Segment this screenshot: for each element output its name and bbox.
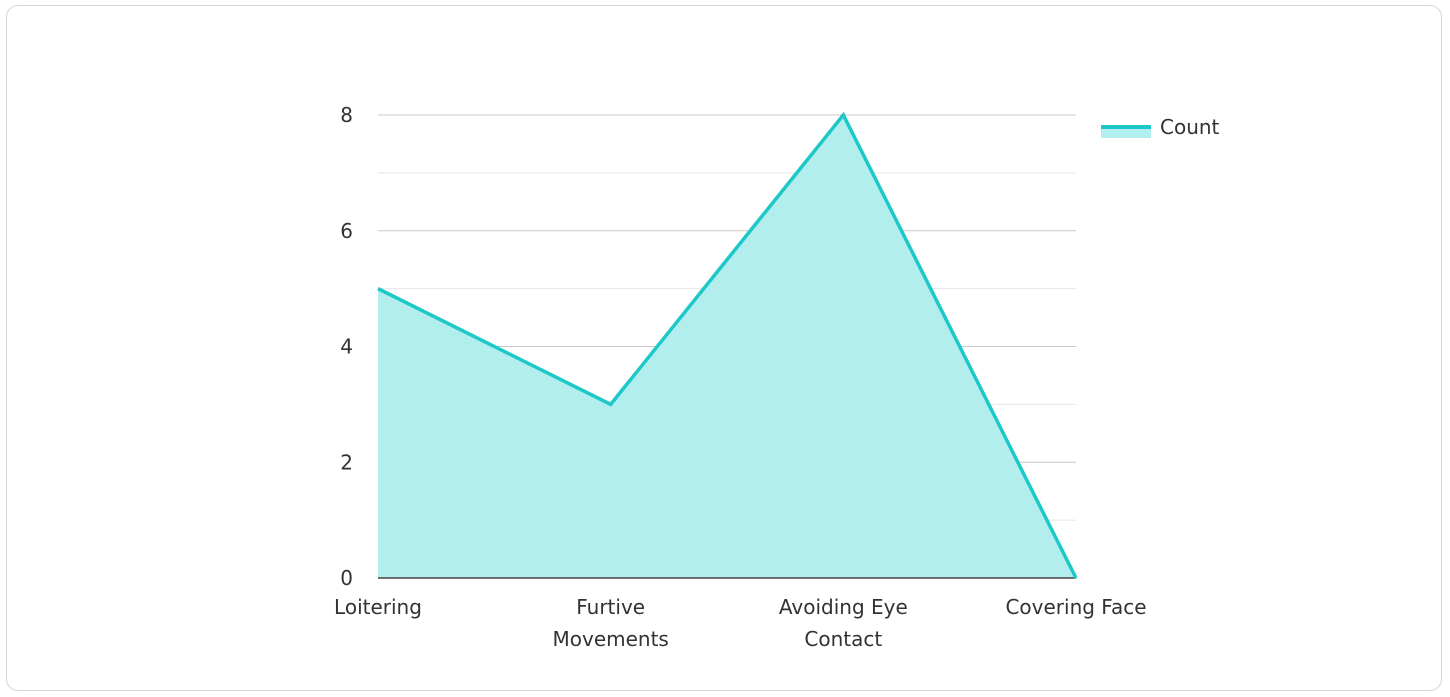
y-tick-label: 0 (340, 566, 353, 590)
x-tick-label: Loitering (334, 595, 422, 619)
x-tick-label-line: Avoiding Eye (779, 595, 908, 619)
y-tick-label: 4 (340, 335, 353, 359)
legend-label-count: Count (1160, 115, 1220, 139)
legend: Count (1101, 115, 1220, 139)
x-tick-label-line: Covering Face (1005, 595, 1146, 619)
series-count-area (378, 115, 1076, 578)
x-axis-tick-labels: Loitering Furtive Movements Avoiding Eye Con… (334, 595, 1146, 651)
x-tick-label: Furtive Movements (552, 595, 668, 651)
x-tick-label: Avoiding Eye Contact (779, 595, 908, 651)
x-tick-label-line: Movements (552, 627, 668, 651)
x-tick-label: Covering Face (1005, 595, 1146, 619)
x-tick-label-line: Contact (804, 627, 882, 651)
series-count-line (377, 111, 1078, 579)
x-tick-label-line: Furtive (576, 595, 645, 619)
y-tick-label: 6 (340, 219, 353, 243)
y-tick-label: 2 (340, 450, 353, 474)
y-axis-tick-labels: 0 2 4 6 8 (340, 103, 353, 590)
x-tick-label-line: Loitering (334, 595, 422, 619)
y-tick-label: 8 (340, 103, 353, 127)
